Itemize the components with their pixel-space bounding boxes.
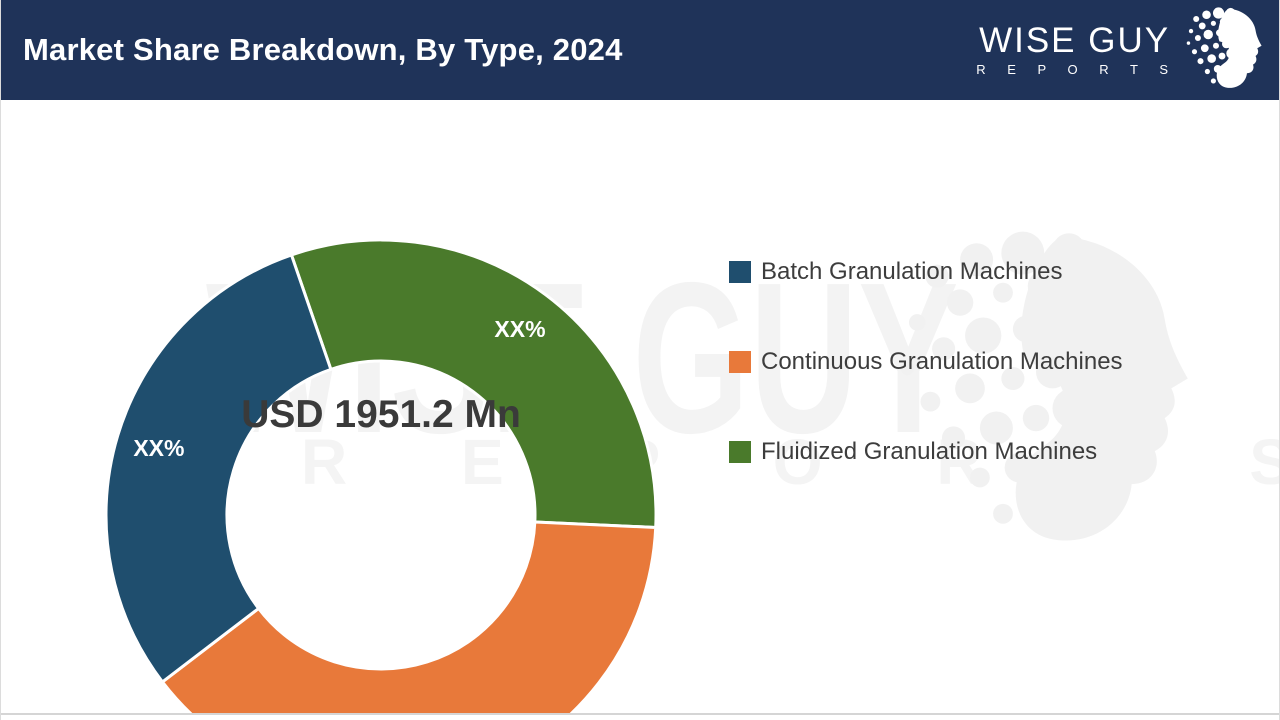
wiseguy-face-icon xyxy=(1186,7,1262,88)
donut-chart: XX%38.9%XX% xyxy=(104,238,658,713)
bottom-divider xyxy=(1,713,1279,715)
legend-swatch-continuous xyxy=(729,351,751,373)
donut-slice-2 xyxy=(160,520,658,713)
logo-wordmark-line2: R E P O R T S xyxy=(976,62,1177,77)
legend-label-continuous: Continuous Granulation Machines xyxy=(761,348,1123,375)
legend-item-fluidized: Fluidized Granulation Machines xyxy=(729,438,1123,465)
logo-wordmark: WISE GUY R E P O R T S xyxy=(972,23,1177,77)
legend: Batch Granulation Machines Continuous Gr… xyxy=(729,258,1123,530)
legend-item-continuous: Continuous Granulation Machines xyxy=(729,348,1123,375)
donut-slice-label-3: XX% xyxy=(133,435,184,461)
donut-slice-label-1: XX% xyxy=(494,316,545,342)
legend-swatch-fluidized xyxy=(729,441,751,463)
logo-wordmark-line1: WISE GUY xyxy=(979,21,1171,60)
legend-swatch-batch xyxy=(729,261,751,283)
donut-center-label: USD 1951.2 Mn xyxy=(241,393,521,436)
donut-slice-3 xyxy=(104,253,333,684)
legend-item-batch: Batch Granulation Machines xyxy=(729,258,1123,285)
legend-label-batch: Batch Granulation Machines xyxy=(761,258,1063,285)
header: Market Share Breakdown, By Type, 2024 WI… xyxy=(1,0,1279,100)
wiseguy-logo: WISE GUY R E P O R T S xyxy=(972,7,1265,93)
chart-area: WISE GUY R E P O R T S XX%38.9%XX% USD 1… xyxy=(1,100,1279,713)
donut-slice-1 xyxy=(289,238,658,529)
page-title: Market Share Breakdown, By Type, 2024 xyxy=(23,32,623,67)
legend-label-fluidized: Fluidized Granulation Machines xyxy=(761,438,1098,465)
